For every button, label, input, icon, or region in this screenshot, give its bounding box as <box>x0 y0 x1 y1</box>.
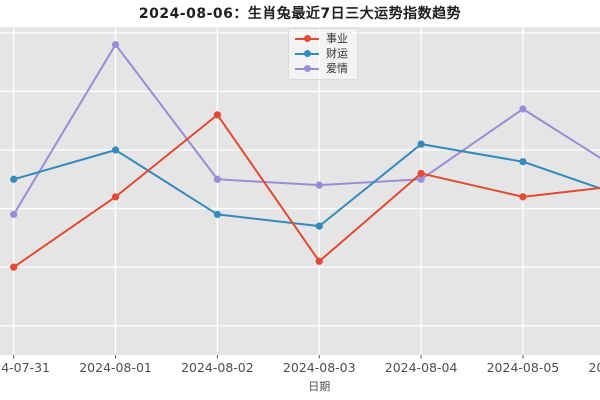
career-point <box>10 263 18 271</box>
love-point <box>213 175 221 183</box>
legend-item-wealth: 财运 <box>295 47 348 61</box>
wealth-point <box>213 210 221 219</box>
legend: 事业 财运 爱情 <box>288 28 358 80</box>
love-point <box>519 105 527 113</box>
love-point <box>315 181 323 189</box>
love-line-marker-icon <box>295 65 319 73</box>
wealth-point <box>111 146 120 154</box>
career-point <box>315 257 323 265</box>
chart-title: 2024-08-06：生肖兔最近7日三大运势指数趋势 <box>138 6 462 22</box>
wealth-line-marker-icon <box>295 50 319 58</box>
career-point <box>111 193 120 201</box>
legend-label-career: 事业 <box>326 32 348 45</box>
legend-item-career: 事业 <box>295 32 348 46</box>
career-point <box>519 193 527 201</box>
career-line-marker-icon <box>295 35 319 43</box>
love-point <box>10 210 18 219</box>
wealth-point <box>10 175 18 183</box>
wealth-point <box>315 222 323 230</box>
legend-label-love: 爱情 <box>326 62 348 75</box>
career-point <box>213 111 221 119</box>
legend-item-love: 爱情 <box>295 62 348 76</box>
wealth-point <box>417 140 425 148</box>
love-point <box>111 40 120 49</box>
wealth-point <box>519 158 527 166</box>
love-point <box>417 175 425 183</box>
career-point <box>417 169 425 178</box>
legend-label-wealth: 财运 <box>326 47 348 60</box>
